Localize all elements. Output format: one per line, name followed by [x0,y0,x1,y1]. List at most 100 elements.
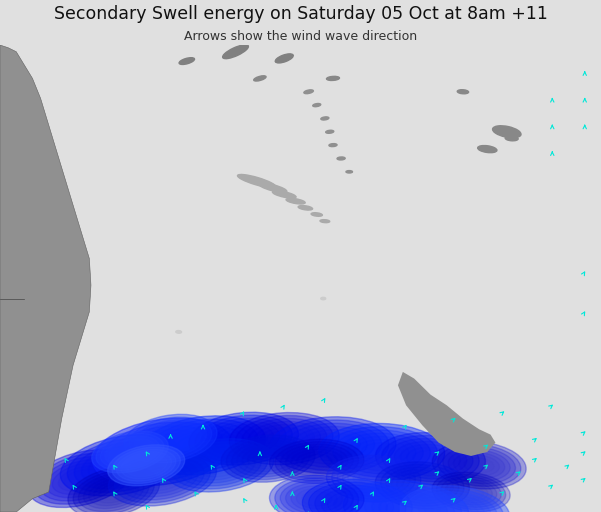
Ellipse shape [100,436,159,468]
Ellipse shape [52,463,110,495]
Text: Secondary Swell energy on Saturday 05 Oct at 8am +11: Secondary Swell energy on Saturday 05 Oc… [53,5,548,23]
Ellipse shape [275,54,293,63]
Polygon shape [398,372,495,456]
Ellipse shape [254,76,266,81]
Ellipse shape [176,331,182,333]
Ellipse shape [129,456,163,474]
Ellipse shape [321,297,326,300]
Ellipse shape [220,427,267,450]
Ellipse shape [343,480,469,512]
Ellipse shape [311,212,322,216]
Ellipse shape [320,220,330,223]
Ellipse shape [108,451,216,506]
Ellipse shape [391,470,453,501]
Ellipse shape [88,449,156,482]
Ellipse shape [457,90,469,94]
Ellipse shape [129,417,212,460]
Ellipse shape [388,438,473,479]
Ellipse shape [109,441,151,463]
Ellipse shape [89,478,139,506]
Ellipse shape [125,454,167,477]
Ellipse shape [231,440,304,477]
Ellipse shape [270,417,396,474]
Ellipse shape [277,420,389,471]
Ellipse shape [121,452,172,479]
Ellipse shape [304,90,313,94]
Ellipse shape [306,433,360,458]
Ellipse shape [117,450,176,481]
Ellipse shape [132,437,193,466]
Ellipse shape [188,33,219,44]
Ellipse shape [313,103,321,106]
Ellipse shape [121,457,204,500]
Ellipse shape [319,423,445,480]
Ellipse shape [177,445,261,486]
Ellipse shape [432,472,510,512]
Ellipse shape [237,175,276,188]
Ellipse shape [214,424,273,453]
Ellipse shape [275,442,359,481]
Ellipse shape [298,206,313,210]
Ellipse shape [329,144,337,146]
Ellipse shape [221,435,315,482]
Text: Arrows show the wind wave direction: Arrows show the wind wave direction [184,30,417,44]
Ellipse shape [135,420,207,457]
Ellipse shape [60,435,183,496]
Ellipse shape [291,449,343,474]
Ellipse shape [96,434,164,471]
Ellipse shape [68,467,159,512]
Ellipse shape [285,447,348,476]
Ellipse shape [299,430,367,461]
Ellipse shape [372,494,441,512]
Ellipse shape [321,117,329,120]
Ellipse shape [425,498,485,512]
Ellipse shape [242,446,294,472]
Ellipse shape [333,430,430,474]
Ellipse shape [291,426,374,464]
Ellipse shape [40,456,122,501]
Ellipse shape [150,428,191,449]
Ellipse shape [379,497,433,512]
Ellipse shape [58,466,104,491]
Ellipse shape [254,424,314,453]
Ellipse shape [171,442,267,489]
Ellipse shape [34,453,128,504]
Ellipse shape [332,458,415,499]
Ellipse shape [108,445,185,486]
Ellipse shape [259,183,287,193]
Ellipse shape [441,477,501,507]
Ellipse shape [286,198,305,204]
Ellipse shape [139,467,186,490]
Ellipse shape [443,447,516,484]
Ellipse shape [308,482,406,512]
Ellipse shape [315,485,400,512]
Ellipse shape [432,442,526,489]
Ellipse shape [272,191,296,198]
Ellipse shape [445,479,497,505]
Ellipse shape [328,491,388,512]
Ellipse shape [195,415,292,462]
Ellipse shape [386,467,459,503]
Ellipse shape [183,447,255,483]
Ellipse shape [438,444,521,486]
Ellipse shape [436,475,505,509]
Ellipse shape [397,473,448,498]
Ellipse shape [260,428,308,450]
Ellipse shape [242,418,327,459]
Ellipse shape [348,466,400,492]
Ellipse shape [321,488,394,512]
Ellipse shape [376,433,486,485]
Ellipse shape [165,439,274,492]
Ellipse shape [189,412,299,465]
Ellipse shape [291,486,343,511]
Ellipse shape [78,473,149,511]
Ellipse shape [380,464,464,506]
Ellipse shape [176,433,230,458]
Ellipse shape [105,438,155,466]
Ellipse shape [382,436,479,482]
Ellipse shape [419,495,491,512]
Ellipse shape [145,425,196,452]
Ellipse shape [227,438,310,480]
Ellipse shape [375,462,469,509]
Ellipse shape [127,18,165,32]
